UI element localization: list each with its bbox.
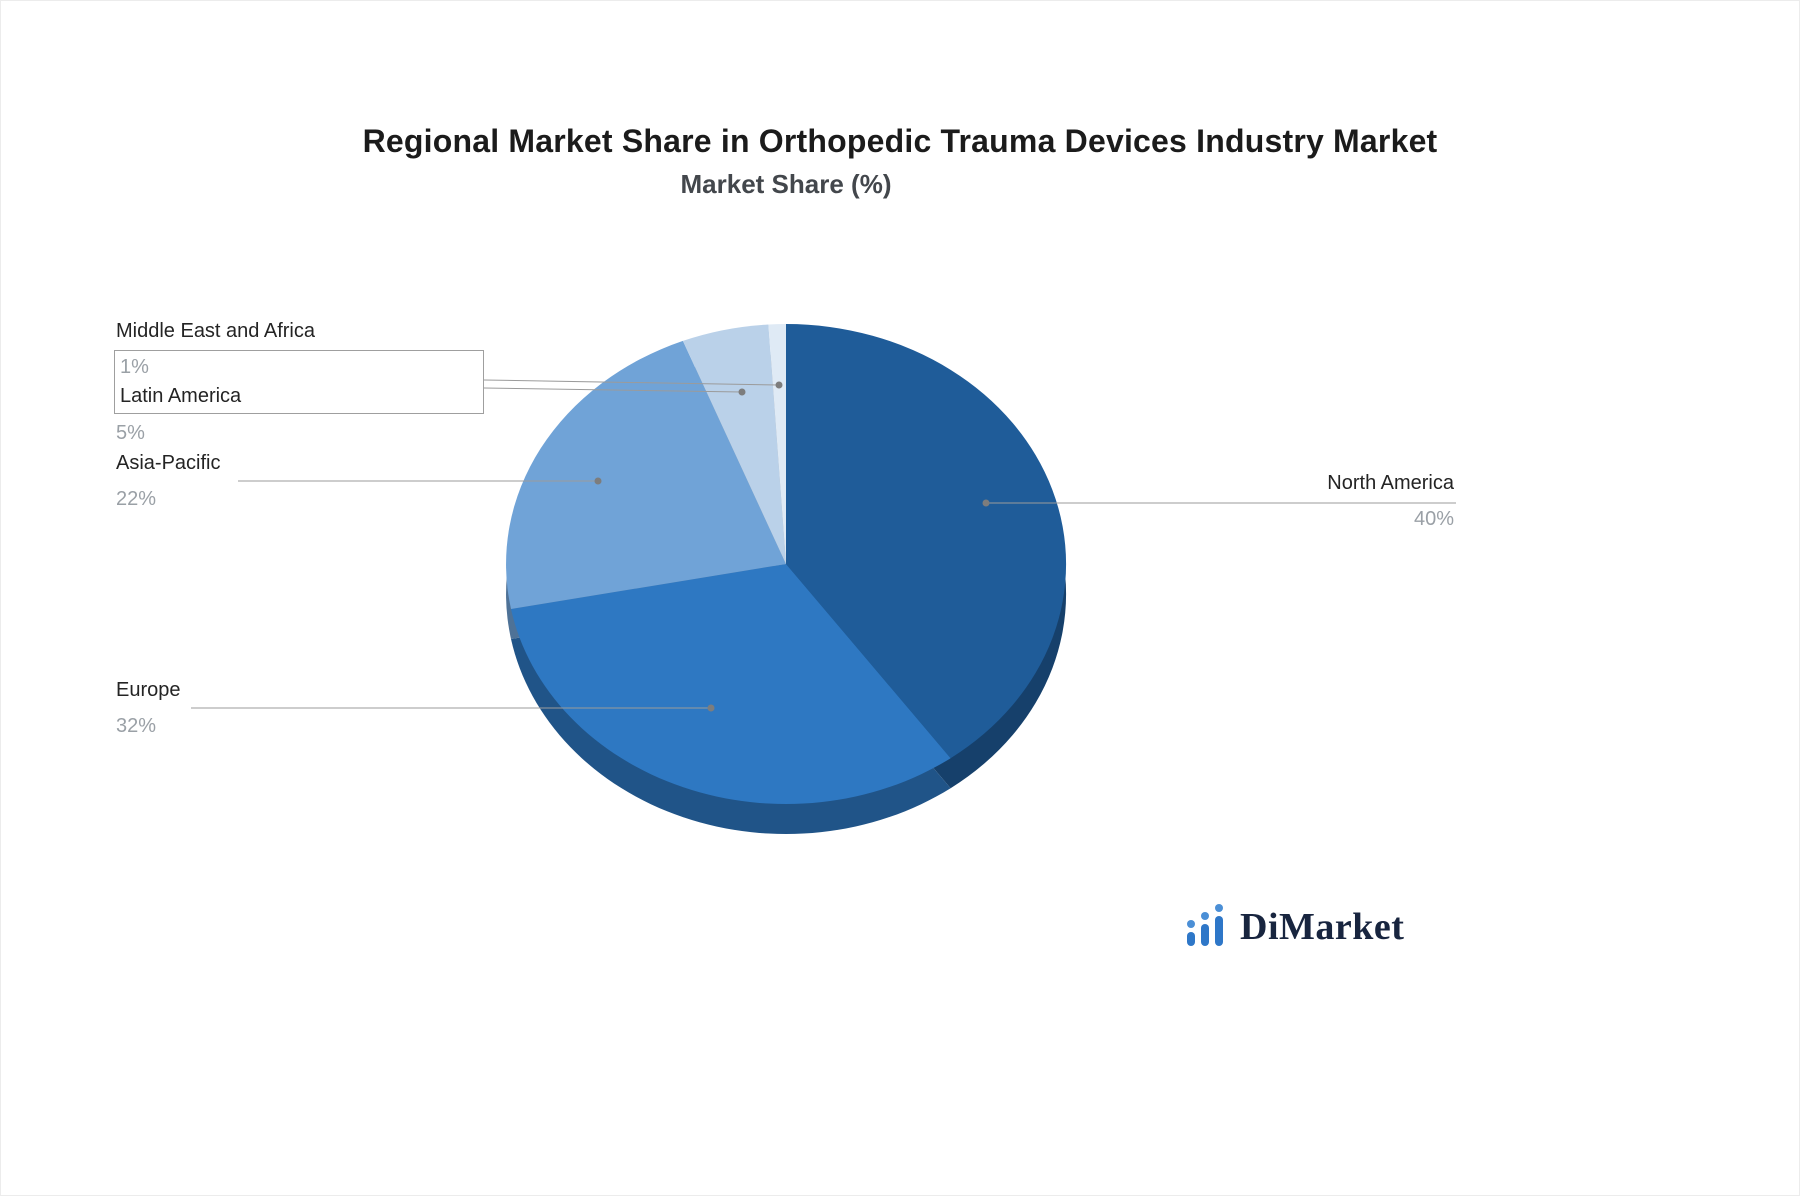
leader-dot-europe <box>707 704 715 712</box>
chart-subtitle: Market Share (%) <box>680 169 892 199</box>
label-asia-pacific: Asia-Pacific <box>116 452 221 474</box>
value-middle-east-and-africa: 1% <box>120 356 149 378</box>
pie-slice-north-america[interactable] <box>786 324 1067 759</box>
label-middle-east-and-africa: Middle East and Africa <box>116 320 315 342</box>
label-north-america: North America <box>1327 472 1454 494</box>
leader-line-latin-america <box>483 387 743 393</box>
bar-chart-icon <box>1187 904 1223 946</box>
label-callout-box <box>114 350 484 414</box>
leader-dot-asia-pacific <box>594 477 602 485</box>
pie-slice-asia-pacific[interactable] <box>506 340 786 609</box>
pie-slice-europe[interactable] <box>511 564 951 805</box>
leader-dot-north-america <box>982 499 990 507</box>
leader-dot-middle-east-and-africa <box>775 381 783 389</box>
label-europe: Europe <box>116 679 181 701</box>
value-latin-america: 5% <box>116 422 145 444</box>
value-europe: 32% <box>116 715 157 737</box>
chart-title: Regional Market Share in Orthopedic Trau… <box>362 123 1438 159</box>
leader-dot-latin-america <box>738 388 746 396</box>
logo-text: DiMarket <box>1240 906 1405 948</box>
leader-line-middle-east-and-africa <box>483 379 780 386</box>
value-north-america: 40% <box>1413 508 1454 530</box>
value-asia-pacific: 22% <box>116 488 157 510</box>
label-latin-america: Latin America <box>120 385 242 407</box>
dimarket-logo: DiMarket <box>1184 904 1404 950</box>
